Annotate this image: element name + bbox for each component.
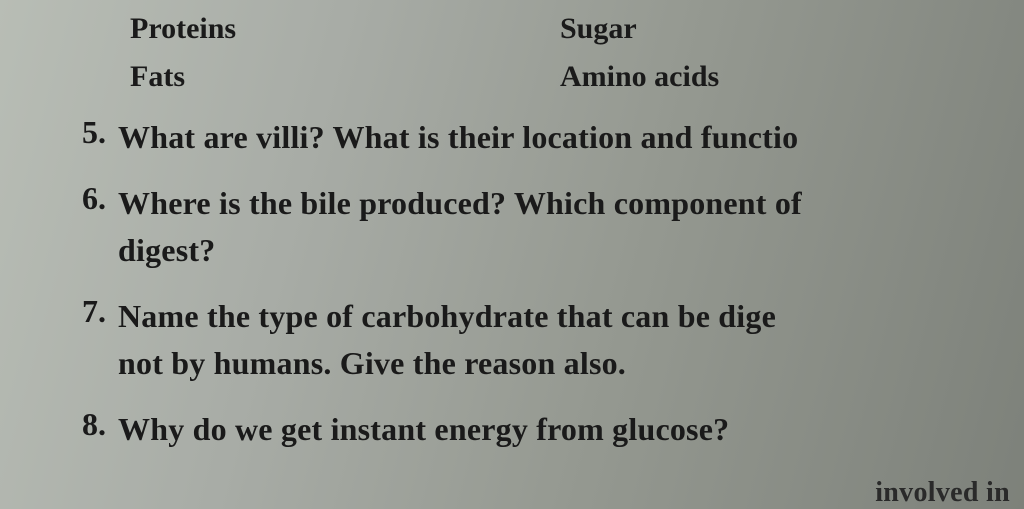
term-proteins: Proteins bbox=[0, 12, 560, 46]
question-text: Why do we get instant energy from glucos… bbox=[118, 406, 1024, 452]
page-scan: Proteins Sugar Fats Amino acids 5. What … bbox=[0, 12, 1024, 509]
term-row-1: Proteins Sugar bbox=[0, 12, 1024, 46]
question-number: 8. bbox=[60, 406, 118, 443]
term-row-2: Fats Amino acids bbox=[0, 60, 1024, 94]
question-number: 6. bbox=[60, 180, 118, 217]
term-fats: Fats bbox=[0, 60, 560, 94]
question-text: Where is the bile produced? Which compon… bbox=[118, 180, 1024, 273]
question-number: 5. bbox=[60, 114, 118, 151]
question-6: 6. Where is the bile produced? Which com… bbox=[0, 180, 1024, 273]
cutoff-text-fragment: involved in bbox=[875, 477, 1010, 509]
question-5: 5. What are villi? What is their locatio… bbox=[0, 114, 1024, 160]
question-text: What are villi? What is their location a… bbox=[118, 114, 1024, 160]
question-number: 7. bbox=[60, 293, 118, 330]
term-amino-acids: Amino acids bbox=[560, 60, 719, 94]
question-text: Name the type of carbohydrate that can b… bbox=[118, 293, 1024, 386]
question-8: 8. Why do we get instant energy from glu… bbox=[0, 406, 1024, 452]
question-7: 7. Name the type of carbohydrate that ca… bbox=[0, 293, 1024, 386]
term-sugar: Sugar bbox=[560, 12, 637, 46]
